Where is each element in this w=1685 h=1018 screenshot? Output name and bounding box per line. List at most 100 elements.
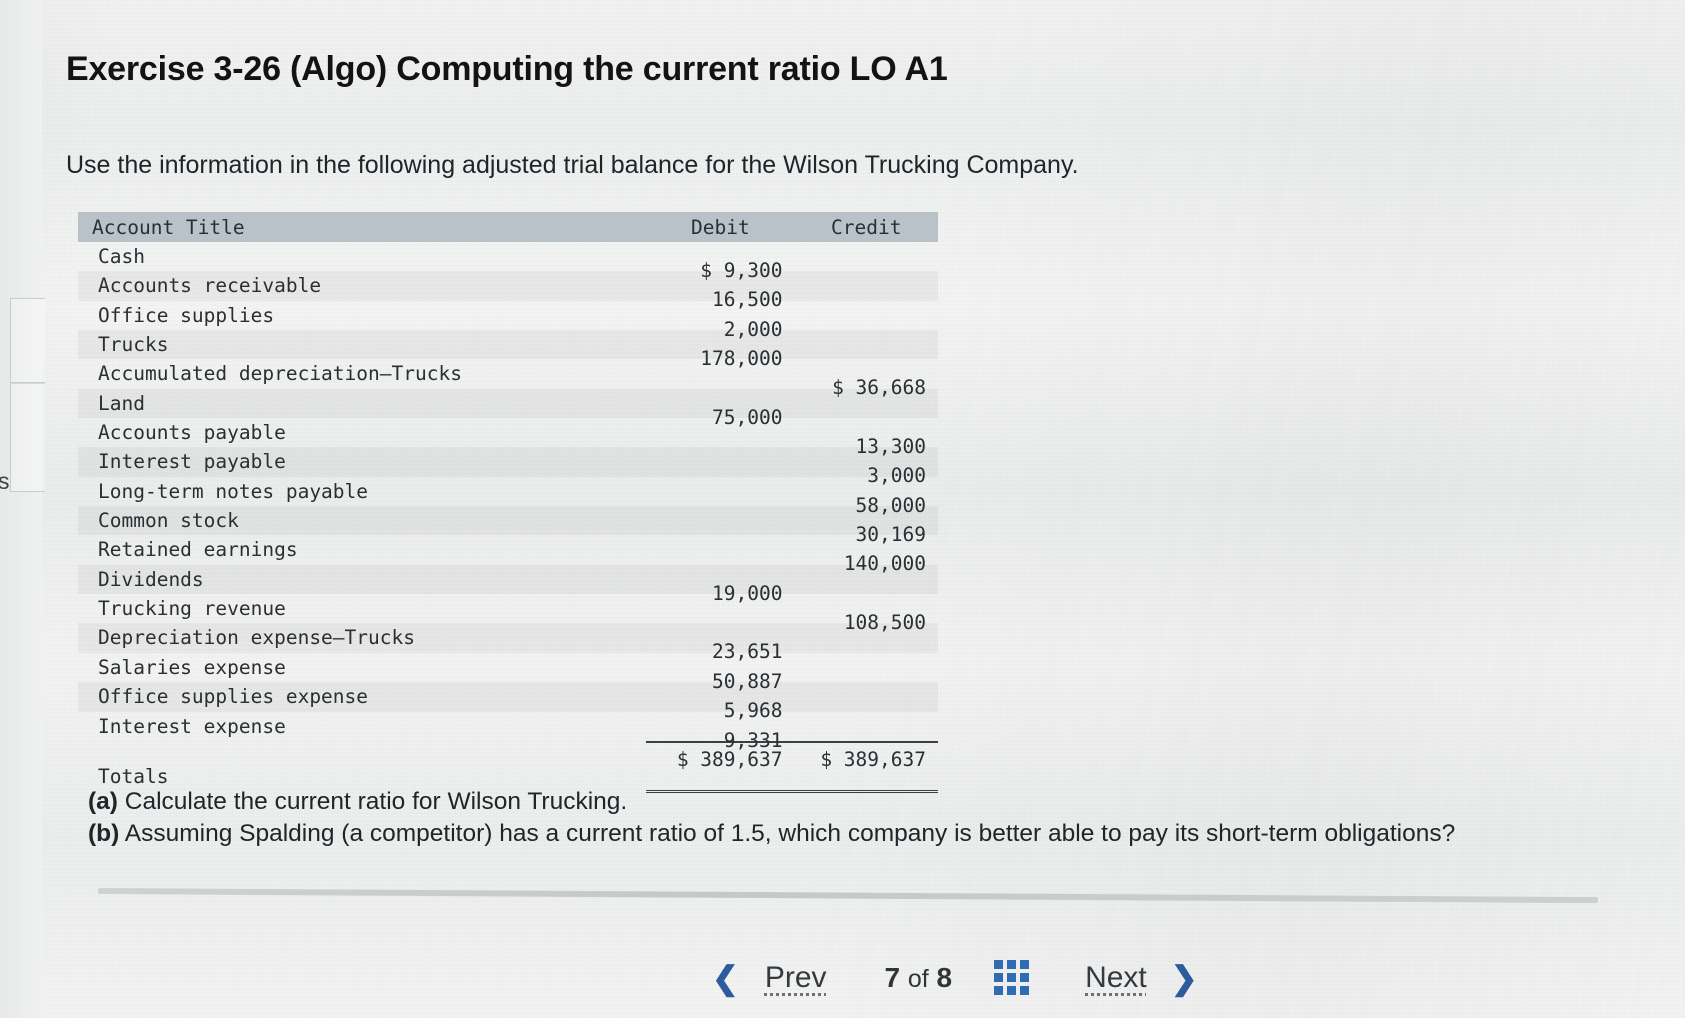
cell-debit-value: 5,968	[723, 699, 783, 723]
cell-debit-value: 19,000	[712, 581, 783, 605]
next-chevron-icon[interactable]: ❯	[1170, 959, 1198, 996]
cell-totals-credit: $ 389,637	[794, 740, 938, 793]
left-edge-cut-text: s	[0, 468, 10, 494]
cell-credit: 58,000	[794, 477, 938, 517]
cell-credit-value: 3,000	[867, 464, 926, 488]
cell-totals-credit-value: $ 389,637	[820, 747, 926, 771]
cell-debit: 16,500	[646, 271, 795, 311]
cell-account-title: Depreciation expense—Trucks	[78, 623, 647, 653]
questions-block: (a) Calculate the current ratio for Wils…	[88, 786, 1455, 850]
cell-debit-value: 9,331	[723, 728, 783, 752]
page-total: 8	[936, 961, 953, 993]
cell-debit	[646, 447, 795, 477]
cell-debit: $ 9,300	[646, 242, 794, 282]
table-row: Depreciation expense—Trucks 23,651	[78, 623, 938, 663]
grid-cell	[1007, 960, 1017, 969]
grid-cell	[994, 960, 1004, 969]
cell-account-title: Accounts receivable	[78, 271, 647, 301]
table-header: Account Title Debit Credit	[78, 212, 938, 242]
table-row: Trucks 178,000	[78, 330, 938, 370]
cell-credit	[794, 564, 938, 595]
cell-debit: 178,000	[646, 330, 795, 370]
grid-cell	[1007, 973, 1017, 982]
table-body: Cash $ 9,300 Accounts receivable 16,500 Offi…	[78, 242, 938, 793]
question-b: (b) Assuming Spalding (a competitor) has…	[88, 818, 1455, 850]
cell-credit	[794, 242, 938, 271]
table-row: Long-term notes payable 58,000	[78, 477, 938, 517]
cell-credit	[794, 653, 938, 682]
grid-cell	[994, 986, 1004, 995]
left-edge-box-lower	[10, 382, 45, 492]
adjusted-trial-balance-table: Account Title Debit Credit Cash $ 9,300 Ac…	[78, 212, 938, 793]
grid-cell	[1020, 973, 1030, 982]
cell-debit: 19,000	[646, 564, 795, 605]
cell-account-title: Office supplies expense	[78, 682, 647, 712]
column-header-credit: Credit	[794, 212, 938, 242]
cell-account-title: Interest expense	[98, 714, 286, 738]
table-row: Retained earnings 140,000	[78, 535, 938, 575]
cell-debit-value: 16,500	[712, 288, 783, 312]
cell-account-title: Long-term notes payable	[98, 479, 369, 503]
table-row: Accounts receivable 16,500	[78, 271, 938, 311]
cell-credit: 13,300	[794, 418, 938, 458]
column-header-debit: Debit	[646, 212, 795, 242]
grid-3x3-icon[interactable]	[994, 960, 1030, 995]
table-row: Accumulated depreciation—Trucks $ 36,668	[78, 359, 938, 399]
cell-account-title: Accounts payable	[98, 421, 286, 445]
grid-cell	[994, 973, 1004, 982]
pagination-bar: ❮ Prev 7 of 8 Next ❯	[712, 960, 1198, 995]
cell-account-title: Accumulated depreciation—Trucks	[98, 362, 462, 386]
table-row: Office supplies 2,000	[78, 301, 938, 341]
next-button[interactable]: Next	[1085, 960, 1147, 994]
question-a-marker: (a)	[88, 788, 118, 815]
table-row: Cash $ 9,300	[78, 242, 938, 282]
cell-debit-value: $ 9,300	[700, 259, 783, 282]
grid-cell	[1007, 986, 1017, 995]
question-b-marker: (b)	[88, 819, 120, 847]
cell-account-title: Trucking revenue	[98, 597, 286, 621]
cell-credit-value: 30,169	[855, 523, 926, 547]
cell-credit: 140,000	[794, 535, 938, 575]
cell-account-title: Dividends	[78, 564, 647, 595]
section-divider	[97, 888, 1598, 904]
cell-debit-value: 75,000	[712, 405, 783, 429]
column-header-account-title: Account Title	[78, 212, 647, 242]
cell-credit-value: 13,300	[855, 435, 926, 459]
cell-account-title: Interest payable	[78, 447, 647, 477]
left-edge-partial-panel: s	[0, 0, 45, 1018]
grid-cell	[1020, 986, 1030, 995]
cell-totals-debit: $ 389,637	[646, 740, 795, 793]
cell-credit: 3,000	[794, 447, 938, 487]
cell-credit: 30,169	[794, 506, 938, 546]
cell-debit-value: 178,000	[700, 347, 783, 371]
prev-button[interactable]: Prev	[764, 960, 827, 994]
cell-debit: 2,000	[646, 301, 794, 341]
cell-account-title: Salaries expense	[98, 655, 286, 679]
table-row: Interest payable 3,000	[78, 447, 938, 487]
table-totals-row: Totals $ 389,637 $ 389,637	[78, 740, 938, 793]
table-header-row: Account Title Debit Credit	[78, 212, 938, 242]
cell-credit	[794, 330, 938, 360]
cell-credit	[794, 301, 938, 330]
cell-account-title: Trucks	[78, 330, 647, 360]
table-row: Land 75,000	[78, 388, 938, 429]
cell-debit: 50,887	[646, 653, 794, 693]
cell-debit: 75,000	[646, 388, 795, 429]
table-row: Interest expense 9,331	[78, 712, 938, 752]
cell-debit: 9,331	[646, 712, 794, 752]
prev-chevron-icon[interactable]: ❮	[712, 959, 739, 996]
cell-account-title: Office supplies	[98, 303, 275, 327]
trial-balance-table-wrapper: Account Title Debit Credit Cash $ 9,300 Ac…	[78, 212, 938, 793]
page-current: 7	[884, 961, 901, 993]
cell-debit: 23,651	[646, 623, 795, 663]
cell-totals-debit-value: $ 389,637	[676, 747, 783, 771]
table-row: Dividends 19,000	[78, 564, 938, 605]
cell-credit	[794, 682, 938, 712]
cell-debit	[646, 535, 794, 564]
table-row: Office supplies expense 5,968	[78, 682, 938, 722]
table-row: Common stock 30,169	[78, 506, 938, 546]
cell-credit: 108,500	[794, 594, 938, 634]
cell-debit: 5,968	[646, 682, 795, 722]
question-b-text: Assuming Spalding (a competitor) has a c…	[119, 819, 1456, 847]
question-a-text: Calculate the current ratio for Wilson T…	[117, 788, 628, 815]
